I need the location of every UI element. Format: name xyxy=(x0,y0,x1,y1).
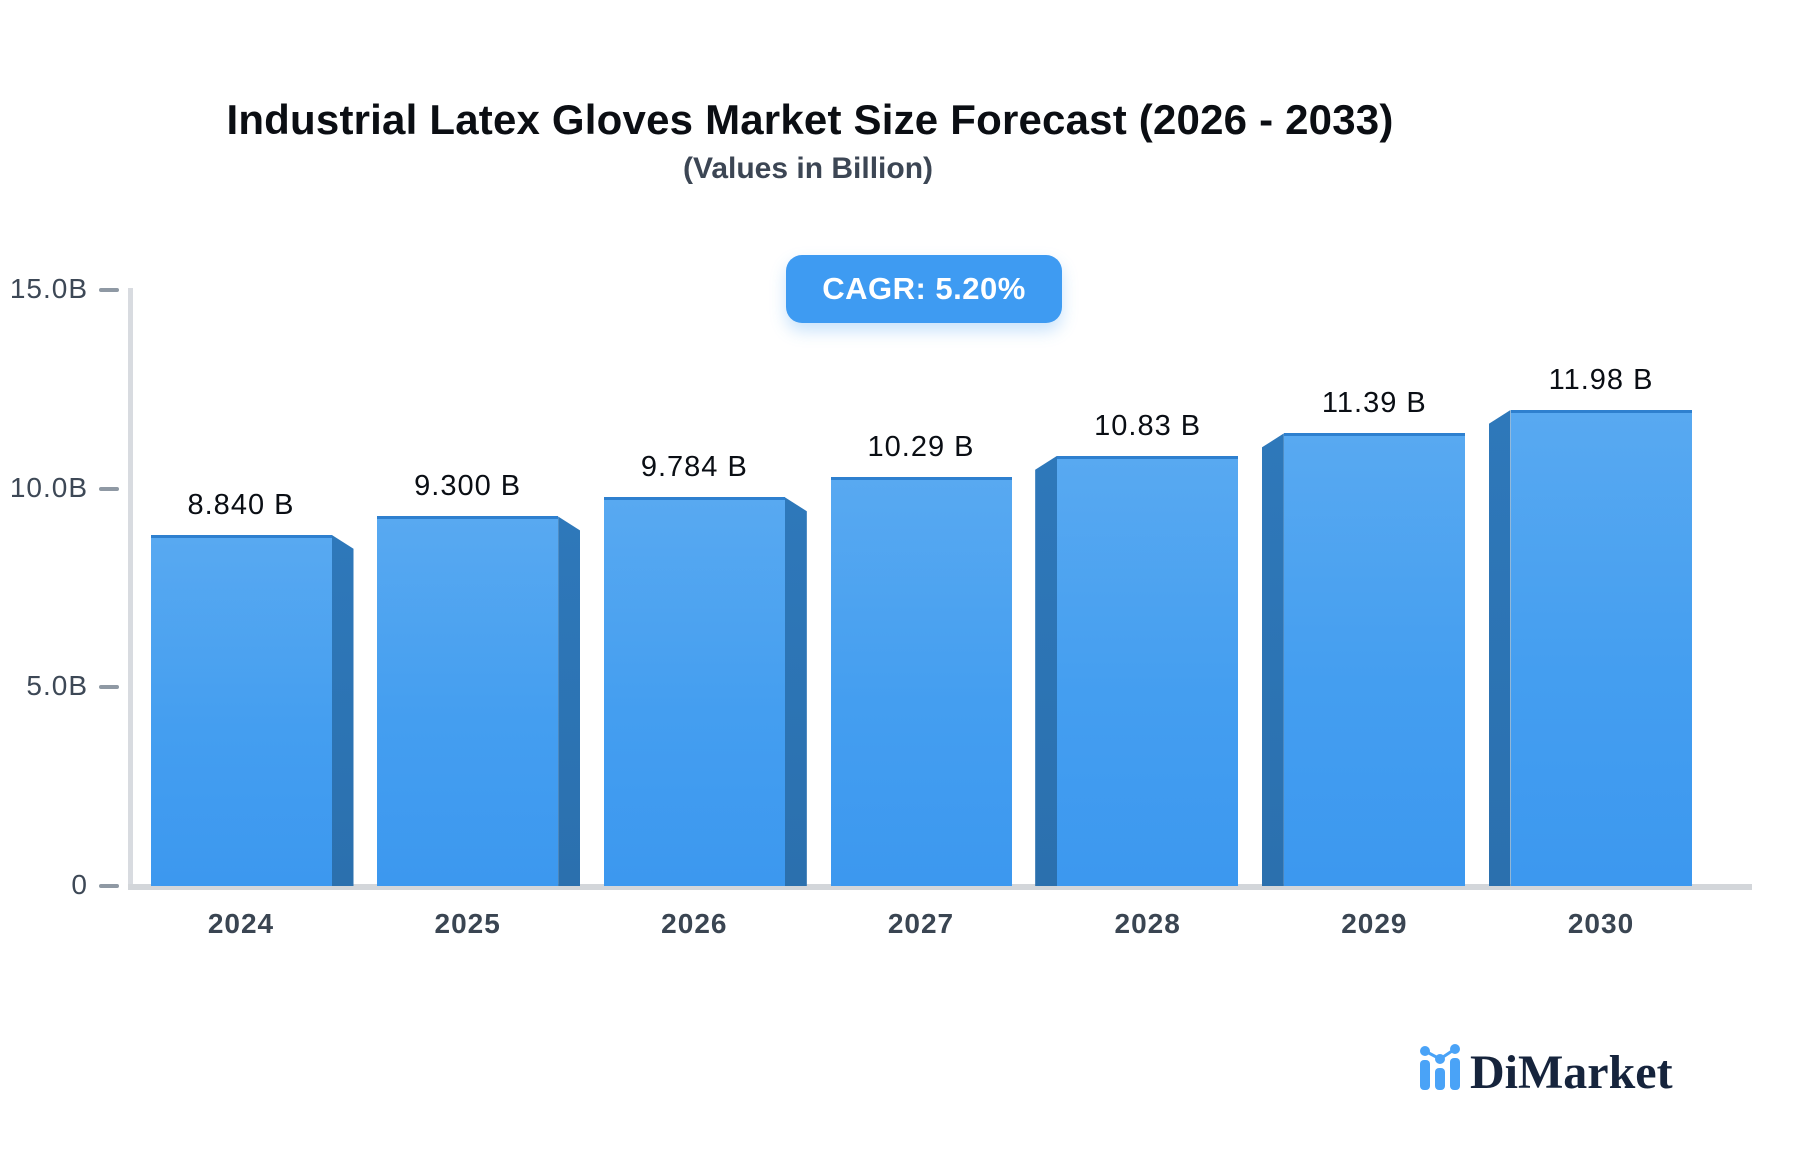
bar-3d-side xyxy=(1035,455,1058,886)
x-axis-baseline xyxy=(128,884,1752,890)
x-axis-tick-label: 2028 xyxy=(1114,908,1181,939)
bar-2024 xyxy=(150,534,332,886)
bar-chart-logo-icon xyxy=(1420,1044,1460,1090)
bar-2025 xyxy=(377,516,559,886)
bar-2026 xyxy=(603,497,785,886)
x-axis-tick-label: 2030 xyxy=(1567,908,1635,939)
x-axis-tick-label: 2024 xyxy=(207,908,275,939)
y-axis-tick-label: 0 xyxy=(71,869,88,900)
bar-value-label: 9.784 B xyxy=(640,451,748,484)
bar-3d-side xyxy=(558,516,581,886)
bar-2027 xyxy=(830,477,1012,886)
bar-value-label: 11.39 B xyxy=(1321,387,1427,420)
bar-2029 xyxy=(1283,433,1465,886)
y-axis-line xyxy=(128,288,133,889)
y-axis-tick-label: 10.0B xyxy=(9,471,88,503)
x-axis-tick-label: 2027 xyxy=(887,908,955,939)
bar-3d-side xyxy=(784,497,807,886)
bar-3d-side xyxy=(1261,433,1284,886)
x-axis-tick-label: 2029 xyxy=(1341,908,1408,939)
chart-subtitle: (Values in Billion) xyxy=(682,152,934,185)
y-axis-tick xyxy=(99,486,119,491)
dimarket-logo: DiMarket xyxy=(1420,1044,1673,1098)
bar-value-label: 11.98 B xyxy=(1548,363,1654,396)
cagr-badge: CAGR: 5.20% xyxy=(786,255,1062,323)
x-axis-tick-label: 2025 xyxy=(434,908,501,939)
bar-3d-side xyxy=(331,534,354,886)
bar-value-label: 10.83 B xyxy=(1094,409,1202,442)
y-axis-tick xyxy=(99,884,119,888)
bar-value-label: 9.300 B xyxy=(414,470,522,503)
bar-3d-side xyxy=(1488,409,1511,886)
y-axis-tick xyxy=(99,685,119,690)
chart-title: Industrial Latex Gloves Market Size Fore… xyxy=(226,96,1394,143)
y-axis-tick-label: 15.0B xyxy=(9,273,88,304)
bar-value-label: 8.840 B xyxy=(187,488,295,521)
y-axis-tick xyxy=(99,288,119,292)
x-axis-tick-label: 2026 xyxy=(661,908,728,939)
bar-2030 xyxy=(1510,409,1692,886)
brand-name: DiMarket xyxy=(1470,1046,1673,1098)
y-axis-tick-label: 5.0B xyxy=(26,670,88,702)
bar-2028 xyxy=(1057,455,1239,886)
bar-value-label: 10.29 B xyxy=(867,431,975,464)
